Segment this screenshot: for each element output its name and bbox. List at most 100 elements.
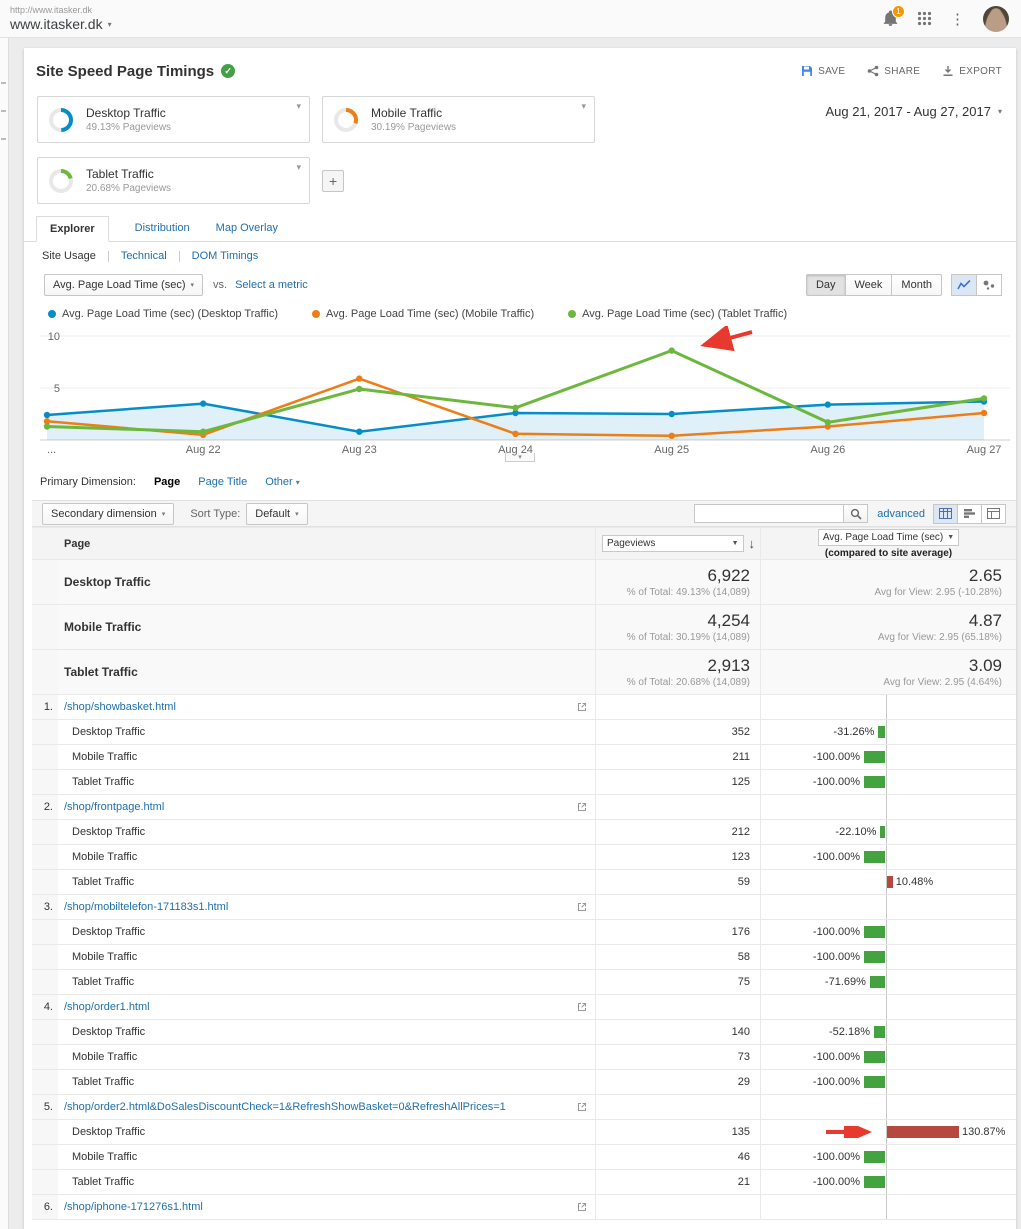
notifications-bell-icon[interactable]: 1	[882, 5, 905, 27]
page-link[interactable]: /shop/order1.html	[64, 1001, 150, 1013]
save-button[interactable]: SAVE	[801, 65, 845, 77]
delta-bar-negative	[864, 951, 885, 963]
collapsed-sidebar[interactable]	[0, 38, 9, 1229]
metric-column-selector[interactable]: Avg. Page Load Time (sec) ▼	[817, 528, 960, 546]
segment-row-label: Desktop Traffic	[72, 826, 146, 838]
delta-bar-negative	[864, 851, 885, 863]
page-link[interactable]: /shop/mobiltelefon-171183s1.html	[64, 901, 229, 913]
open-in-new-icon[interactable]	[571, 802, 595, 812]
summary-row: Desktop Traffic 6,922 % of Total: 49.13% (…	[32, 560, 1016, 605]
add-segment-button[interactable]: +	[322, 169, 344, 192]
property-url: http://www.itasker.dk	[10, 5, 93, 15]
svg-text:10: 10	[48, 331, 60, 343]
date-range-selector[interactable]: Aug 21, 2017 - Aug 27, 2017 ▾	[825, 104, 1002, 119]
open-in-new-icon[interactable]	[571, 1202, 595, 1212]
account-selector[interactable]: www.itasker.dk ▾	[10, 16, 112, 32]
segment-row-label: Tablet Traffic	[72, 1076, 135, 1088]
advanced-search-link[interactable]: advanced	[877, 507, 925, 520]
delta-value: -100.00%	[812, 776, 860, 788]
open-in-new-icon[interactable]	[571, 702, 595, 712]
summary-pageviews-subtext: % of Total: 49.13% (14,089)	[626, 587, 750, 598]
summary-pageviews: 2,913	[707, 656, 750, 675]
timeseries-chart[interactable]: 5 10... Aug 22 Aug 23 Aug 24 Aug 25 Aug 26 Aug …	[40, 326, 1010, 458]
subtab-dom-timings[interactable]: DOM Timings	[191, 250, 259, 262]
subtab-site-usage[interactable]: Site Usage	[42, 250, 96, 262]
svg-text:Aug 26: Aug 26	[810, 444, 845, 456]
subtab-technical[interactable]: Technical	[120, 250, 167, 262]
open-in-new-icon[interactable]	[571, 1102, 595, 1112]
segment-pageviews: 125	[595, 770, 760, 794]
more-options-icon[interactable]: ⋮	[950, 10, 965, 28]
pageviews-column-selector[interactable]: Pageviews ▼	[602, 535, 744, 552]
apps-grid-icon[interactable]	[917, 11, 932, 26]
pivot-view-icon[interactable]	[981, 503, 1006, 524]
granularity-day-button[interactable]: Day	[805, 274, 846, 296]
motion-chart-toggle-icon[interactable]	[976, 274, 1002, 296]
site-average-axis	[886, 1170, 887, 1194]
line-chart-toggle-icon[interactable]	[951, 274, 977, 296]
page-link[interactable]: /shop/iphone-171276s1.html	[64, 1201, 203, 1213]
page-link[interactable]: /shop/showbasket.html	[64, 701, 176, 713]
site-average-axis	[886, 1020, 887, 1044]
table-view-icon[interactable]	[933, 503, 958, 524]
granularity-month-button[interactable]: Month	[891, 274, 942, 296]
segment-row-label: Mobile Traffic	[72, 951, 138, 963]
site-average-axis	[886, 1070, 887, 1094]
save-icon	[802, 66, 813, 76]
segment-pageviews: 176	[595, 920, 760, 944]
column-header-page[interactable]: Page	[64, 537, 91, 550]
delta-bar-negative	[864, 1176, 885, 1188]
delta-value: -100.00%	[812, 751, 860, 763]
table-search-input[interactable]	[694, 504, 845, 523]
share-button[interactable]: SHARE	[867, 65, 920, 77]
delta-bar-negative	[880, 826, 885, 838]
segment-card-desktop-traffic[interactable]: Desktop Traffic 49.13% Pageviews ▾	[37, 96, 310, 143]
segment-card-tablet-traffic[interactable]: Tablet Traffic 20.68% Pageviews ▾	[37, 157, 310, 204]
table-row-segment: Tablet Traffic 125 -100.00%	[32, 770, 1016, 795]
select-metric-link[interactable]: Select a metric	[235, 279, 308, 291]
delta-bar-negative	[878, 726, 885, 738]
page-link[interactable]: /shop/frontpage.html	[64, 801, 165, 813]
data-table: Page Pageviews ▼ ↓ Avg. Page Load Time (sec)…	[32, 527, 1016, 1220]
segment-card-mobile-traffic[interactable]: Mobile Traffic 30.19% Pageviews ▾	[322, 96, 595, 143]
site-average-axis	[886, 920, 887, 944]
primary-dimension-other[interactable]: Other ▾	[265, 476, 300, 488]
sort-direction-icon[interactable]: ↓	[748, 536, 756, 551]
primary-dimension-page-title[interactable]: Page Title	[198, 476, 248, 488]
tab-distribution[interactable]: Distribution	[134, 222, 190, 234]
notification-badge: 1	[892, 5, 905, 18]
segment-pageviews: 140	[595, 1020, 760, 1044]
chevron-down-icon: ▾	[295, 478, 300, 487]
open-in-new-icon[interactable]	[571, 1002, 595, 1012]
segment-pageviews: 75	[595, 970, 760, 994]
open-in-new-icon[interactable]	[571, 902, 595, 912]
granularity-week-button[interactable]: Week	[844, 274, 893, 296]
segment-subtitle: 20.68% Pageviews	[86, 183, 172, 194]
table-row-segment: Tablet Traffic 29 -100.00%	[32, 1070, 1016, 1095]
sort-type-button[interactable]: Default ▾	[246, 502, 308, 525]
primary-dimension-page[interactable]: Page	[153, 476, 181, 488]
table-row-page: 2. /shop/frontpage.html	[32, 795, 1016, 820]
row-number: 6.	[32, 1195, 58, 1219]
segment-row-label: Tablet Traffic	[72, 776, 135, 788]
legend-dot-icon	[48, 310, 56, 318]
table-row-segment: Tablet Traffic 59 10.48%	[32, 870, 1016, 895]
tab-explorer[interactable]: Explorer	[36, 216, 109, 242]
export-button[interactable]: EXPORT	[942, 65, 1002, 77]
site-average-axis	[886, 1095, 887, 1119]
delta-value: -100.00%	[812, 926, 860, 938]
delta-value: -100.00%	[812, 1076, 860, 1088]
summary-metric: 3.09	[968, 656, 1002, 675]
chart-annotations-expander[interactable]: ▾	[505, 453, 535, 462]
summary-row: Tablet Traffic 2,913 % of Total: 20.68% (1…	[32, 650, 1016, 695]
tab-map-overlay[interactable]: Map Overlay	[215, 222, 279, 234]
page-link[interactable]: /shop/order2.html&DoSalesDiscountCheck=1…	[64, 1101, 506, 1113]
comparison-view-icon[interactable]	[957, 503, 982, 524]
search-icon[interactable]	[844, 504, 869, 523]
secondary-dimension-button[interactable]: Secondary dimension ▾	[42, 502, 175, 525]
segment-pageviews: 59	[595, 870, 760, 894]
metric-selector[interactable]: Avg. Page Load Time (sec) ▾	[44, 274, 203, 296]
row-number: 1.	[32, 695, 58, 719]
delta-value: -22.10%	[835, 826, 877, 838]
avatar[interactable]	[983, 5, 1009, 32]
